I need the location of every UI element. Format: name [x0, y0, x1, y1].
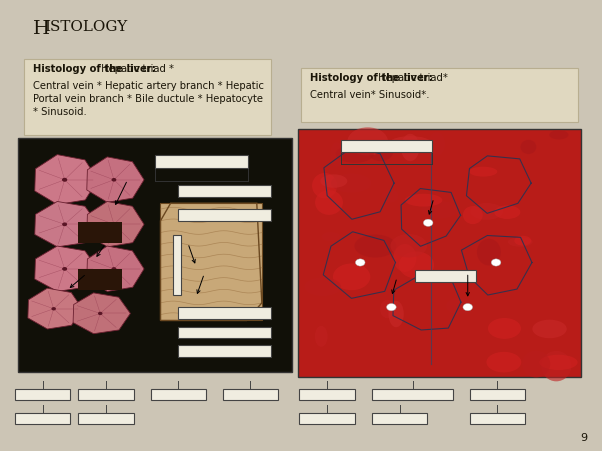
Ellipse shape	[382, 189, 399, 202]
Bar	[173, 235, 181, 295]
Text: Histology of the liver:: Histology of the liver:	[310, 73, 433, 83]
Ellipse shape	[333, 263, 370, 290]
Ellipse shape	[393, 244, 417, 272]
Ellipse shape	[463, 206, 483, 224]
Circle shape	[463, 304, 473, 311]
Bar	[470, 413, 525, 424]
Ellipse shape	[477, 239, 501, 266]
Bar	[470, 389, 525, 400]
Polygon shape	[87, 202, 144, 247]
Bar	[372, 389, 453, 400]
Bar	[298, 129, 581, 377]
Polygon shape	[73, 293, 131, 334]
Bar	[341, 140, 432, 152]
Ellipse shape	[405, 194, 442, 207]
Polygon shape	[87, 246, 144, 291]
Ellipse shape	[421, 201, 458, 219]
Circle shape	[62, 267, 67, 271]
Circle shape	[386, 304, 396, 311]
Polygon shape	[28, 288, 82, 329]
Bar	[178, 327, 271, 338]
Circle shape	[423, 219, 433, 226]
Text: Central vein * Hepatic artery branch * Hepatic
Portal vein branch * Bile ductule: Central vein * Hepatic artery branch * H…	[33, 81, 264, 117]
Ellipse shape	[320, 175, 347, 188]
Bar	[223, 389, 278, 400]
Bar	[299, 413, 355, 424]
Ellipse shape	[388, 301, 404, 327]
Bar	[78, 222, 122, 243]
Ellipse shape	[312, 173, 337, 198]
Ellipse shape	[315, 326, 327, 347]
Ellipse shape	[399, 252, 434, 278]
Ellipse shape	[521, 140, 536, 154]
Ellipse shape	[347, 127, 388, 156]
Ellipse shape	[330, 143, 343, 166]
Bar	[24, 59, 271, 135]
Ellipse shape	[494, 205, 520, 219]
Bar	[161, 203, 262, 321]
Ellipse shape	[488, 318, 521, 339]
Bar	[78, 413, 134, 424]
Circle shape	[111, 267, 116, 271]
Ellipse shape	[532, 320, 566, 338]
Text: Histology of the liver:: Histology of the liver:	[33, 64, 156, 74]
Bar	[178, 345, 271, 357]
Ellipse shape	[549, 130, 568, 139]
Bar	[301, 68, 578, 122]
Circle shape	[62, 222, 67, 226]
Text: Hepatic triad*: Hepatic triad*	[375, 73, 448, 83]
Bar	[78, 389, 134, 400]
Circle shape	[355, 259, 365, 266]
Text: 9: 9	[580, 433, 587, 443]
Ellipse shape	[401, 134, 420, 161]
Bar	[78, 269, 122, 290]
Bar	[178, 185, 271, 197]
Ellipse shape	[321, 232, 340, 241]
Circle shape	[491, 259, 501, 266]
Circle shape	[98, 312, 102, 315]
Text: ISTOLOGY: ISTOLOGY	[44, 20, 127, 34]
Polygon shape	[87, 157, 144, 202]
Text: H: H	[33, 20, 50, 38]
Text: Central vein* Sinusoid*.: Central vein* Sinusoid*.	[310, 90, 430, 100]
Polygon shape	[35, 246, 98, 291]
Circle shape	[111, 178, 116, 182]
Bar	[178, 307, 271, 319]
Ellipse shape	[541, 351, 571, 382]
Bar	[150, 389, 206, 400]
Ellipse shape	[428, 132, 445, 156]
Ellipse shape	[380, 300, 395, 318]
Ellipse shape	[368, 143, 393, 161]
Ellipse shape	[389, 136, 431, 150]
Circle shape	[51, 307, 56, 310]
Circle shape	[62, 178, 67, 182]
Ellipse shape	[514, 236, 532, 246]
Bar	[178, 209, 271, 221]
Polygon shape	[35, 202, 98, 247]
Ellipse shape	[391, 234, 427, 258]
Bar	[155, 155, 248, 168]
Ellipse shape	[469, 167, 497, 177]
Ellipse shape	[355, 235, 396, 258]
Bar	[18, 138, 292, 372]
Ellipse shape	[336, 145, 374, 163]
Ellipse shape	[522, 350, 550, 377]
Text: Hepatic triad *: Hepatic triad *	[98, 64, 174, 74]
Bar	[299, 389, 355, 400]
Bar	[415, 270, 476, 282]
Bar	[15, 389, 70, 400]
Ellipse shape	[446, 298, 472, 315]
Ellipse shape	[305, 277, 341, 296]
Ellipse shape	[331, 174, 371, 193]
Circle shape	[111, 222, 116, 226]
Ellipse shape	[508, 237, 533, 247]
Ellipse shape	[486, 352, 521, 373]
Bar	[372, 413, 427, 424]
Polygon shape	[35, 155, 98, 205]
Bar	[15, 413, 70, 424]
Ellipse shape	[315, 190, 343, 215]
Ellipse shape	[539, 355, 577, 370]
Ellipse shape	[470, 203, 503, 220]
